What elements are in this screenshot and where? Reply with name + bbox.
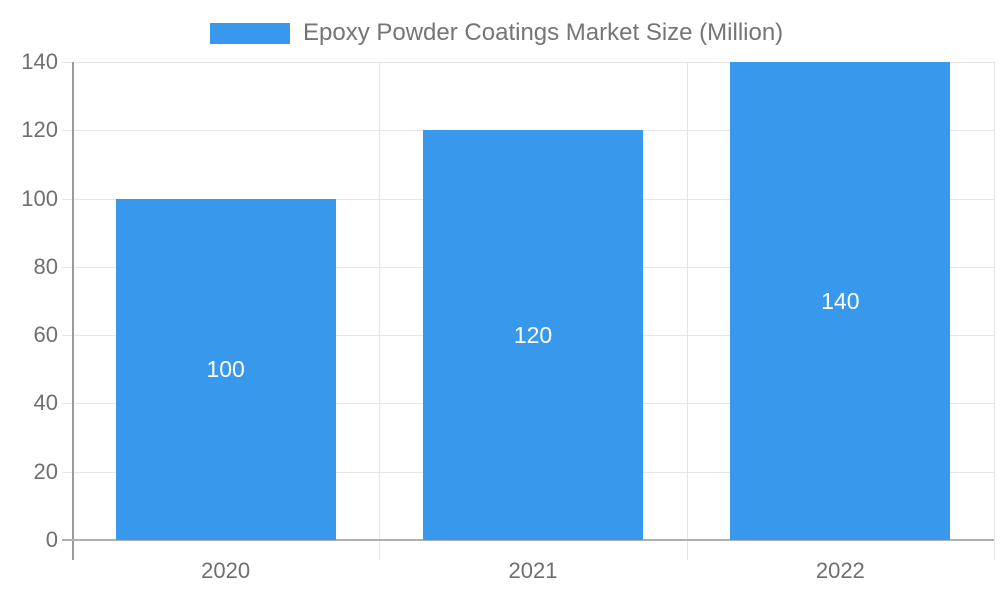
- legend-swatch: [210, 22, 290, 44]
- y-axis-tick-label: 20: [33, 458, 58, 484]
- x-tick: [686, 540, 688, 560]
- bar-value-label: 140: [821, 287, 860, 314]
- y-tick: [62, 130, 72, 132]
- x-axis-tick-label: 2020: [201, 558, 251, 583]
- y-axis-tick-label: 60: [33, 322, 58, 348]
- bar-value-label: 120: [513, 321, 553, 348]
- x-tick: [379, 540, 381, 560]
- bar-value-label: 100: [206, 355, 245, 382]
- y-axis-tick-label: 80: [33, 253, 58, 279]
- legend[interactable]: Epoxy Powder Coatings Market Size (Milli…: [210, 19, 784, 46]
- x-gridline: [686, 62, 688, 540]
- x-axis-tick-label: 2022: [815, 558, 865, 583]
- bar[interactable]: 100: [115, 198, 336, 540]
- y-tick: [62, 198, 72, 200]
- y-gridline: [72, 62, 994, 63]
- x-gridline: [994, 62, 995, 540]
- y-axis-line: [72, 62, 74, 560]
- y-tick: [62, 62, 72, 63]
- y-axis-tick-label: 140: [21, 49, 58, 74]
- y-tick: [62, 403, 72, 405]
- y-axis-tick-label: 0: [45, 527, 58, 552]
- x-gridline: [379, 62, 381, 540]
- x-axis-tick-label: 2021: [508, 558, 558, 583]
- y-tick: [62, 335, 72, 337]
- y-tick: [62, 471, 72, 473]
- y-axis-tick-label: 40: [33, 390, 58, 416]
- bar[interactable]: 140: [730, 62, 951, 540]
- x-axis-line: [62, 539, 994, 541]
- y-tick: [62, 266, 72, 268]
- legend-label: Epoxy Powder Coatings Market Size (Milli…: [303, 19, 784, 46]
- bar[interactable]: 120: [423, 130, 643, 540]
- y-axis-tick-label: 100: [21, 185, 58, 211]
- x-tick: [994, 540, 995, 560]
- y-axis-tick-label: 120: [21, 117, 58, 143]
